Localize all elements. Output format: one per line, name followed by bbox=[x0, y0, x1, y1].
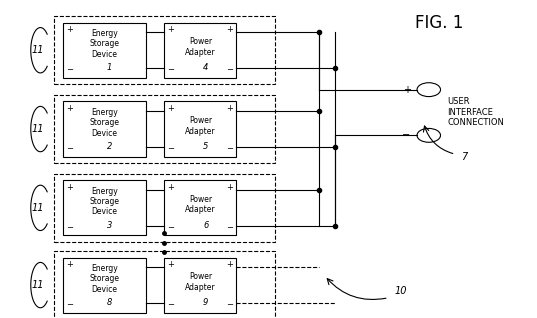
Text: 7: 7 bbox=[461, 152, 467, 162]
Text: +: + bbox=[168, 183, 175, 192]
Text: −: − bbox=[66, 300, 73, 309]
Text: +: + bbox=[66, 260, 73, 269]
Text: 11: 11 bbox=[32, 280, 44, 290]
Text: Energy
Storage
Device: Energy Storage Device bbox=[89, 29, 119, 59]
Text: +: + bbox=[66, 183, 73, 192]
Text: +: + bbox=[227, 260, 233, 269]
Circle shape bbox=[417, 128, 440, 142]
Text: +: + bbox=[168, 260, 175, 269]
Text: USER
INTERFACE
CONNECTION: USER INTERFACE CONNECTION bbox=[447, 97, 504, 127]
Text: −: − bbox=[226, 223, 233, 232]
Text: 11: 11 bbox=[32, 124, 44, 134]
Text: Energy
Storage
Device: Energy Storage Device bbox=[89, 108, 119, 138]
Circle shape bbox=[417, 83, 440, 97]
Text: 3: 3 bbox=[107, 221, 112, 230]
Text: +: + bbox=[227, 25, 233, 34]
Bar bbox=[54, 174, 275, 242]
Text: −: − bbox=[168, 223, 175, 232]
Text: 2: 2 bbox=[107, 142, 112, 151]
Text: +: + bbox=[403, 85, 411, 95]
Bar bbox=[54, 251, 275, 318]
Bar bbox=[54, 95, 275, 163]
Text: Power
Adapter: Power Adapter bbox=[185, 195, 216, 214]
Text: 1: 1 bbox=[107, 63, 112, 72]
Text: −: − bbox=[402, 130, 411, 140]
Bar bbox=[63, 258, 146, 313]
Text: Energy
Storage
Device: Energy Storage Device bbox=[89, 264, 119, 294]
Text: −: − bbox=[66, 144, 73, 153]
Text: −: − bbox=[226, 65, 233, 74]
Bar bbox=[54, 16, 275, 84]
Text: +: + bbox=[227, 104, 233, 113]
Text: +: + bbox=[227, 183, 233, 192]
Bar bbox=[164, 101, 236, 157]
Text: FIG. 1: FIG. 1 bbox=[415, 14, 463, 32]
Text: 4: 4 bbox=[203, 63, 208, 72]
Text: −: − bbox=[66, 65, 73, 74]
Text: −: − bbox=[226, 144, 233, 153]
Text: −: − bbox=[66, 223, 73, 232]
Text: +: + bbox=[66, 104, 73, 113]
Text: 11: 11 bbox=[32, 45, 44, 55]
Text: +: + bbox=[168, 25, 175, 34]
Bar bbox=[164, 180, 236, 235]
Text: −: − bbox=[168, 144, 175, 153]
Bar bbox=[63, 23, 146, 78]
Text: −: − bbox=[168, 300, 175, 309]
Bar bbox=[63, 180, 146, 235]
Text: −: − bbox=[168, 65, 175, 74]
Text: Power
Adapter: Power Adapter bbox=[185, 272, 216, 292]
Text: Power
Adapter: Power Adapter bbox=[185, 38, 216, 57]
Text: −: − bbox=[226, 300, 233, 309]
Text: 9: 9 bbox=[203, 298, 208, 307]
Text: 8: 8 bbox=[107, 298, 112, 307]
Text: +: + bbox=[168, 104, 175, 113]
Text: +: + bbox=[66, 25, 73, 34]
Text: Energy
Storage
Device: Energy Storage Device bbox=[89, 187, 119, 217]
Bar bbox=[164, 23, 236, 78]
Bar bbox=[63, 101, 146, 157]
Bar bbox=[164, 258, 236, 313]
Text: 6: 6 bbox=[203, 221, 208, 230]
Text: 11: 11 bbox=[32, 203, 44, 213]
Text: 10: 10 bbox=[394, 287, 407, 296]
Text: Power
Adapter: Power Adapter bbox=[185, 116, 216, 135]
Text: 5: 5 bbox=[203, 142, 208, 151]
